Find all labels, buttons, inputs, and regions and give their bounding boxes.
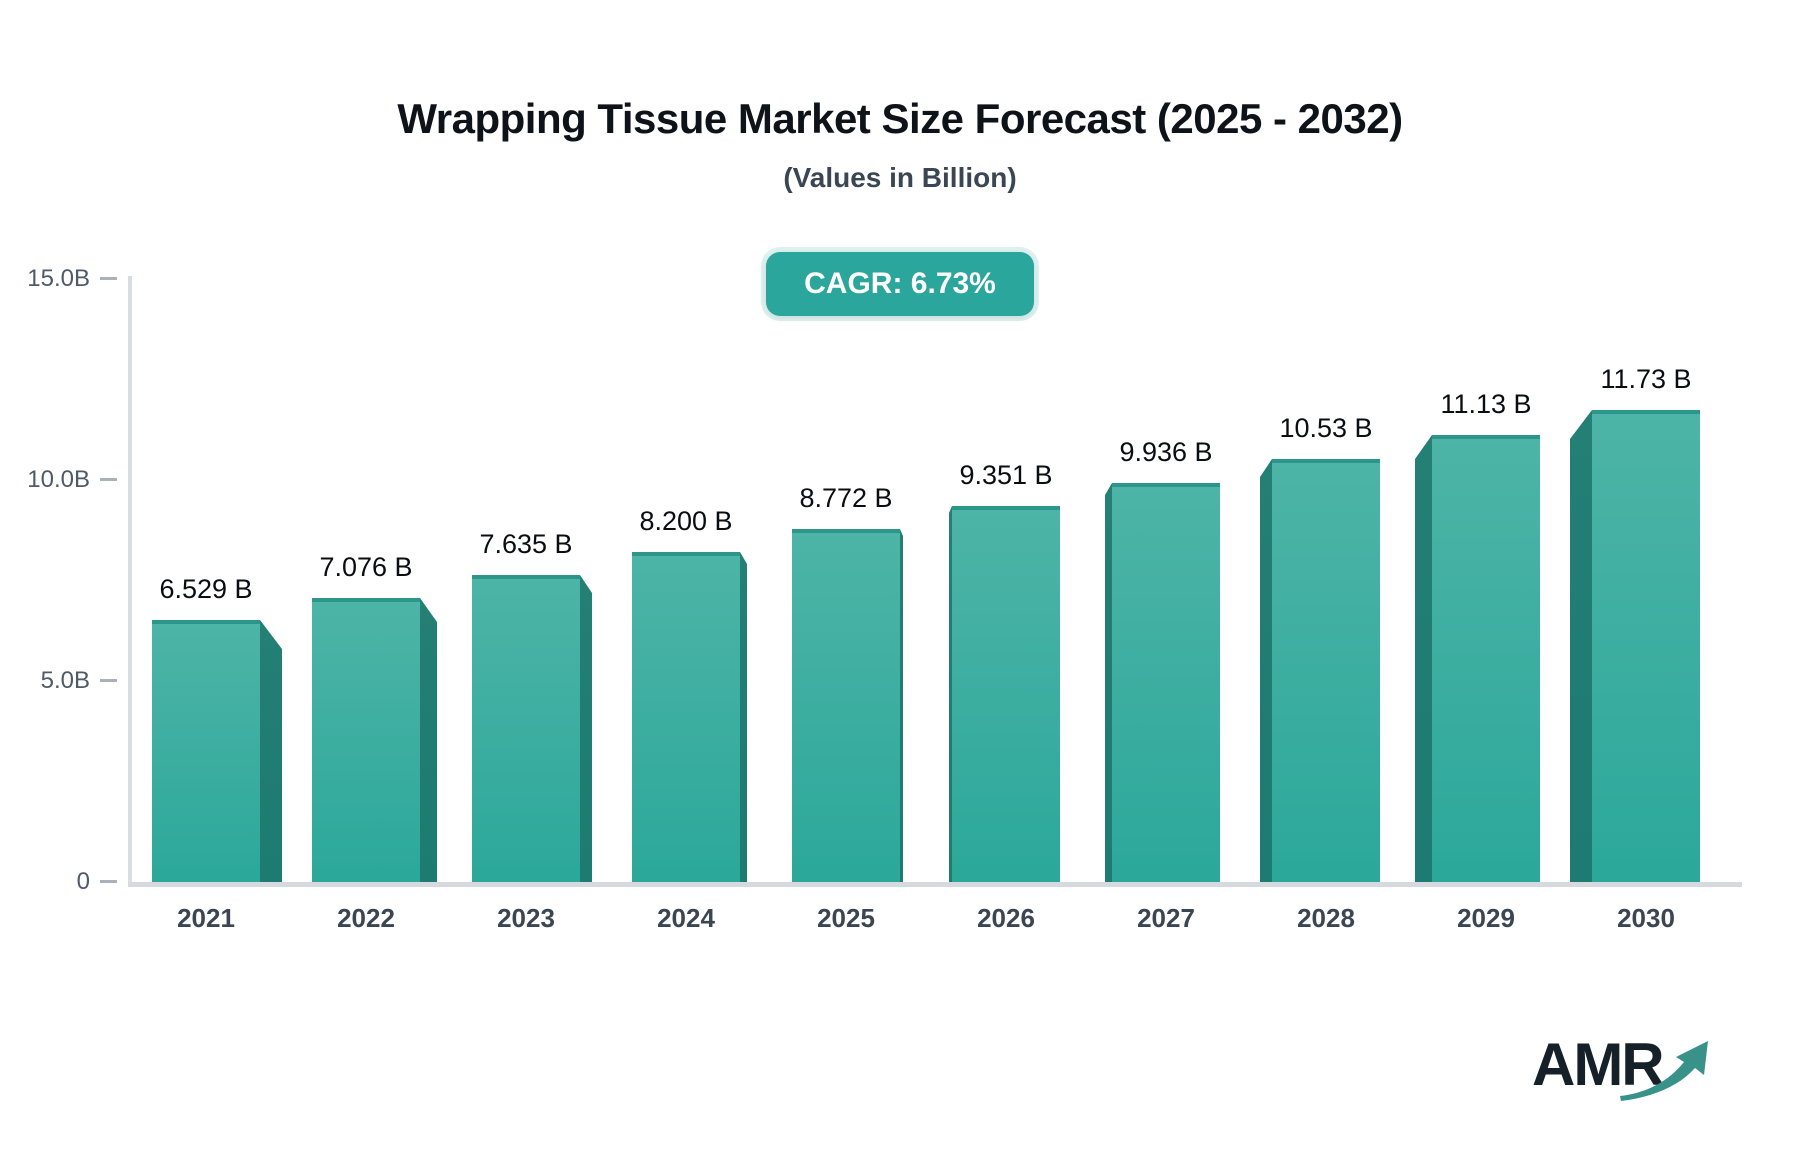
y-tick-mark: [100, 478, 117, 481]
x-tick-label-2023: 2023: [497, 903, 555, 933]
y-axis-line: [128, 276, 132, 887]
bar-2025[interactable]: [792, 529, 900, 882]
x-tick-label-2030: 2030: [1617, 903, 1675, 933]
x-tick-label-2025: 2025: [817, 903, 875, 933]
bar-2029[interactable]: [1432, 435, 1540, 882]
bar-side-2023: [580, 575, 592, 882]
bar-2023[interactable]: [472, 575, 580, 882]
bar-2024[interactable]: [632, 552, 740, 882]
bar-side-2026: [949, 506, 952, 882]
bar-2028[interactable]: [1272, 459, 1380, 882]
bar-2026[interactable]: [952, 506, 1060, 882]
bar-2030[interactable]: [1592, 410, 1700, 882]
bar-value-label: 9.351 B: [959, 460, 1053, 490]
y-tick-mark: [100, 277, 117, 280]
bar-side-2021: [260, 620, 282, 882]
x-tick-label-2029: 2029: [1457, 903, 1515, 933]
x-tick-label-2024: 2024: [657, 903, 715, 933]
cagr-badge-wrap: CAGR: 6.73%: [0, 252, 1800, 316]
bar-value-label: 9.936 B: [1119, 437, 1213, 467]
y-tick-label-10.0B: 10.0B: [27, 466, 90, 493]
y-tick-label-15.0B: 15.0B: [27, 265, 90, 292]
x-tick-label-2027: 2027: [1137, 903, 1195, 933]
bar-side-2027: [1105, 483, 1112, 882]
y-tick-mark: [100, 880, 117, 883]
bar-side-2022: [420, 598, 437, 882]
bar-side-2029: [1415, 435, 1432, 882]
bar-value-label: 11.13 B: [1440, 389, 1532, 419]
bar-value-label: 11.73 B: [1600, 364, 1692, 394]
y-tick-label-5.0B: 5.0B: [40, 667, 90, 694]
y-tick-label-0: 0: [76, 868, 90, 895]
bar-value-label: 8.200 B: [639, 506, 733, 536]
x-tick-label-2022: 2022: [337, 903, 395, 933]
x-axis-line: [128, 882, 1742, 887]
bar-2021[interactable]: [152, 620, 260, 882]
bar-2027[interactable]: [1112, 483, 1220, 882]
cagr-badge: CAGR: 6.73%: [766, 252, 1034, 316]
bar-2022[interactable]: [312, 598, 420, 882]
x-tick-label-2021: 2021: [177, 903, 235, 933]
amr-logo-text: AMR: [1532, 1031, 1665, 1098]
bar-side-2024: [740, 552, 747, 882]
y-tick-mark: [100, 679, 117, 682]
amr-logo-arrow-icon: [1620, 1041, 1708, 1101]
chart-subtitle: (Values in Billion): [783, 162, 1017, 193]
bar-value-label: 8.772 B: [799, 483, 893, 513]
bar-value-label: 6.529 B: [159, 574, 253, 604]
bar-side-2028: [1260, 459, 1272, 882]
bar-side-2025: [900, 529, 903, 882]
x-tick-label-2028: 2028: [1297, 903, 1355, 933]
bar-side-2030: [1570, 410, 1592, 882]
bar-value-label: 7.635 B: [479, 529, 573, 559]
bar-value-label: 10.53 B: [1279, 413, 1373, 443]
chart-title: Wrapping Tissue Market Size Forecast (20…: [397, 95, 1403, 142]
x-tick-label-2026: 2026: [977, 903, 1035, 933]
amr-logo: AMR: [1532, 1030, 1732, 1120]
bar-value-label: 7.076 B: [319, 552, 413, 582]
